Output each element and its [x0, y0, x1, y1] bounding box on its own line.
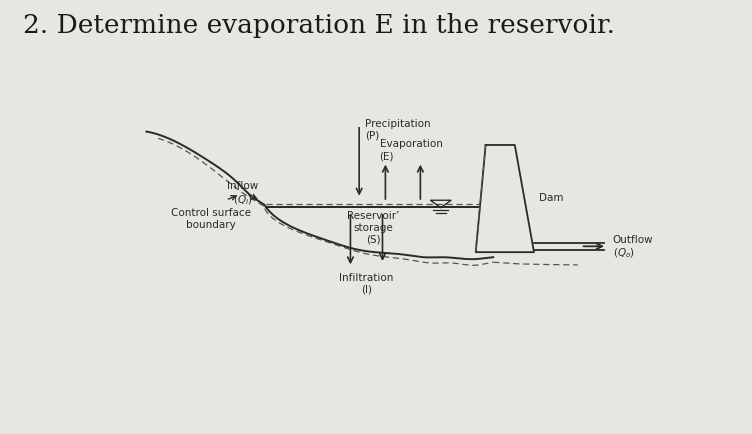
Text: Outflow
$(Q_o)$: Outflow $(Q_o)$: [613, 234, 653, 260]
Text: Precipitation
(P): Precipitation (P): [365, 119, 431, 141]
Text: Reservoir’
storage
(S): Reservoir’ storage (S): [347, 211, 400, 244]
Text: Control surface
boundary: Control surface boundary: [171, 207, 250, 229]
Text: Dam: Dam: [539, 192, 564, 202]
Polygon shape: [476, 146, 534, 253]
Text: Evaporation
(E): Evaporation (E): [380, 139, 442, 161]
Text: Inflow
$(Q_i)$: Inflow $(Q_i)$: [227, 181, 258, 206]
Text: Infiltration
(I): Infiltration (I): [339, 273, 393, 294]
Text: 2. Determine evaporation E in the reservoir.: 2. Determine evaporation E in the reserv…: [23, 13, 614, 38]
